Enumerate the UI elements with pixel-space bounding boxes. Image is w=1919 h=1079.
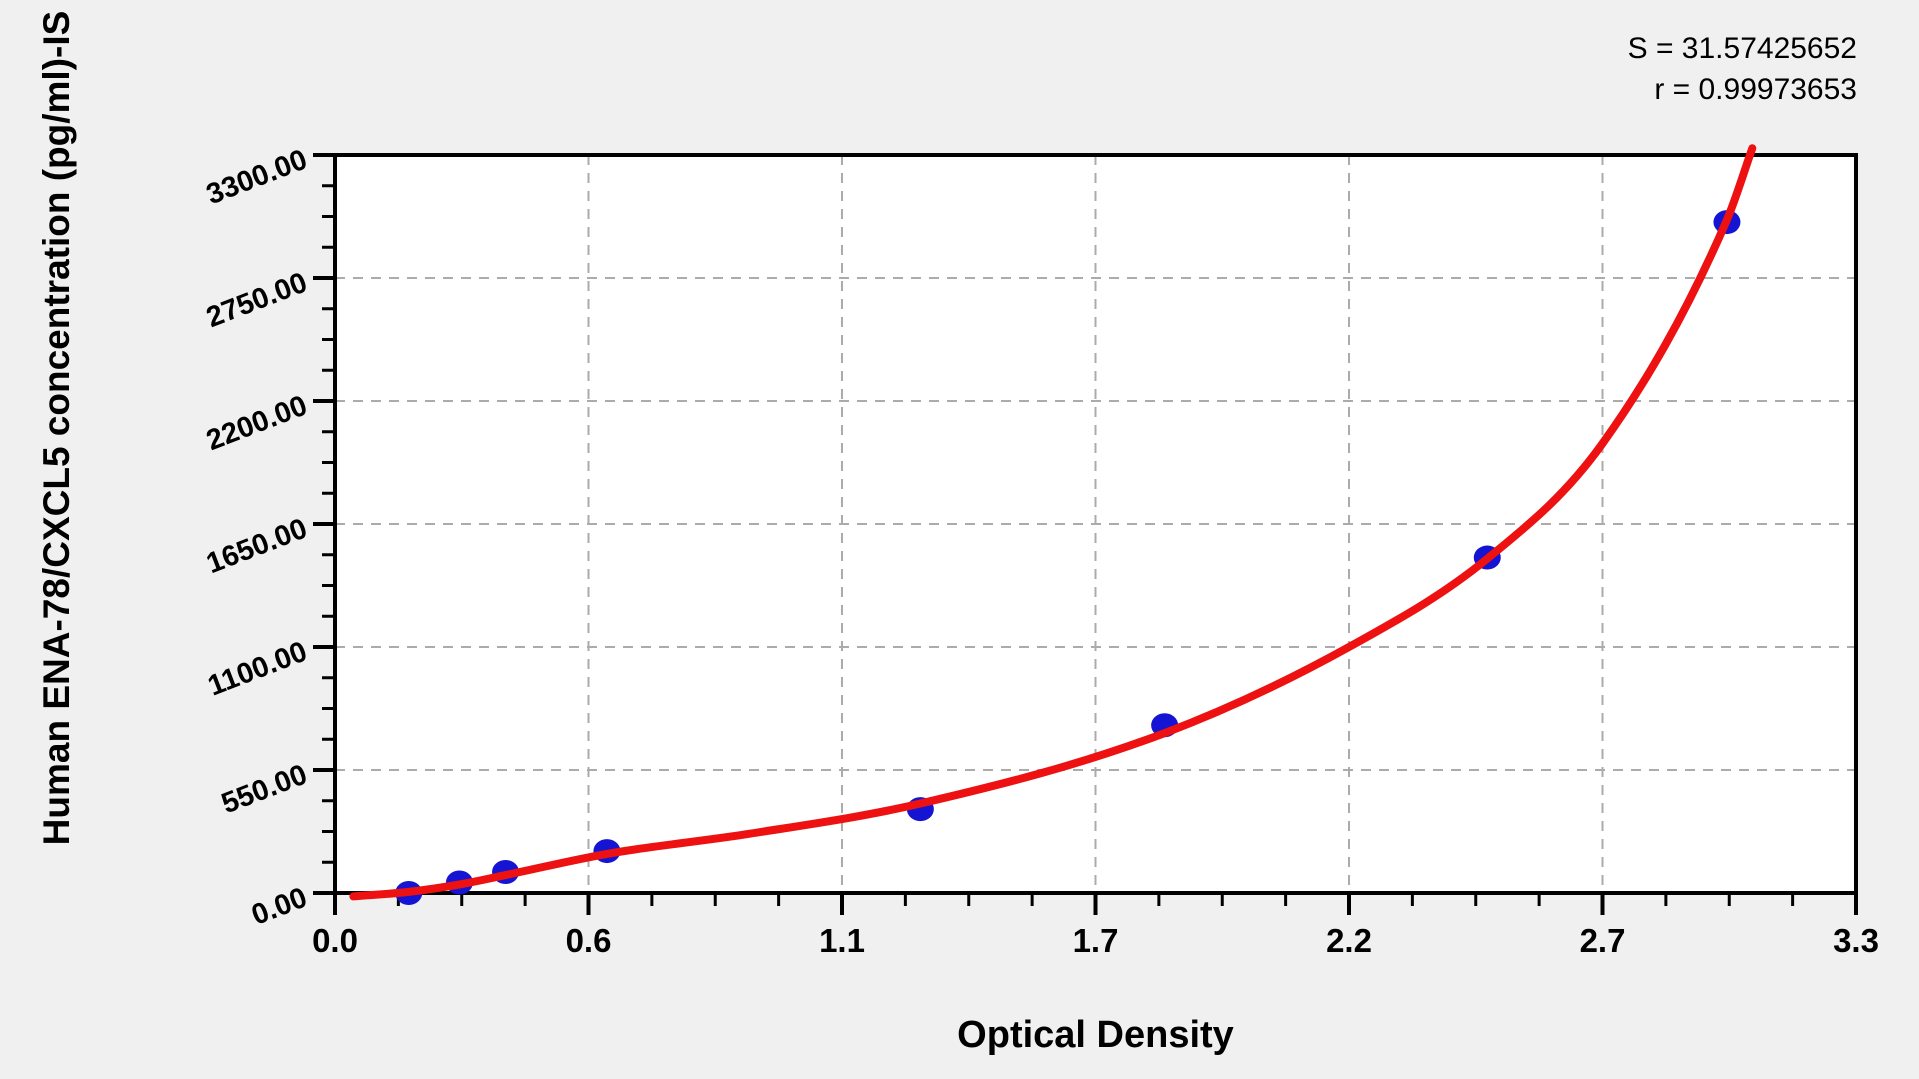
x-tick-label: 3.3: [1833, 922, 1879, 959]
x-tick-label: 2.2: [1326, 922, 1372, 959]
fit-r-value: r = 0.99973653: [1654, 73, 1857, 106]
x-tick-label: 1.7: [1073, 922, 1119, 959]
y-tick-label: 0.00: [247, 882, 311, 932]
y-tick-label: 550.00: [217, 759, 311, 821]
x-axis-title: Optical Density: [957, 1014, 1234, 1056]
x-tick-label: 0.6: [566, 922, 612, 959]
y-tick-label: 3300.00: [202, 144, 311, 211]
y-tick-label: 2200.00: [202, 390, 311, 457]
fit-statistics: S = 31.57425652 r = 0.99973653: [1628, 28, 1857, 110]
x-tick-label: 1.1: [819, 922, 865, 959]
y-tick-label: 1100.00: [204, 636, 312, 703]
x-tick-label: 2.7: [1580, 922, 1626, 959]
y-tick-label: 2750.00: [202, 267, 311, 334]
fit-curve: [349, 144, 1757, 901]
fit-s-value: S = 31.57425652: [1627, 32, 1857, 65]
x-tick-label: 0.0: [312, 922, 358, 959]
y-tick-label: 1650.00: [202, 513, 311, 580]
